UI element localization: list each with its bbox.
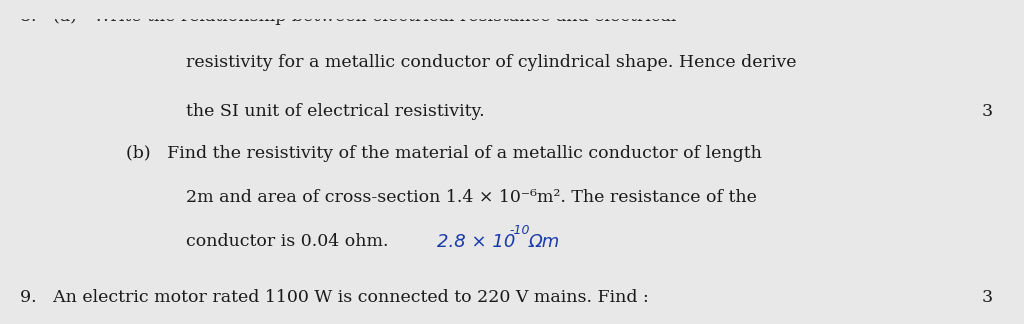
Text: 8.   (a)   Write the relationship between electrical resistance and electrical: 8. (a) Write the relationship between el… (20, 8, 677, 25)
Text: 9.   An electric motor rated 1100 W is connected to 220 V mains. Find :: 9. An electric motor rated 1100 W is con… (20, 289, 649, 306)
Text: the SI unit of electrical resistivity.: the SI unit of electrical resistivity. (186, 103, 484, 120)
Text: 2m and area of cross-section 1.4 × 10⁻⁶m². The resistance of the: 2m and area of cross-section 1.4 × 10⁻⁶m… (186, 189, 757, 206)
Text: resistivity for a metallic conductor of cylindrical shape. Hence derive: resistivity for a metallic conductor of … (186, 54, 797, 71)
Text: Ωm: Ωm (529, 233, 560, 251)
Text: (b)   Find the resistivity of the material of a metallic conductor of length: (b) Find the resistivity of the material… (126, 145, 762, 162)
Text: conductor is 0.04 ohm.: conductor is 0.04 ohm. (186, 233, 388, 250)
Text: 3: 3 (982, 103, 993, 120)
Text: -10: -10 (509, 224, 529, 237)
Text: 2.8 × 10: 2.8 × 10 (436, 233, 515, 251)
Bar (10, 3, 1014, 17)
Text: 3: 3 (982, 289, 993, 306)
